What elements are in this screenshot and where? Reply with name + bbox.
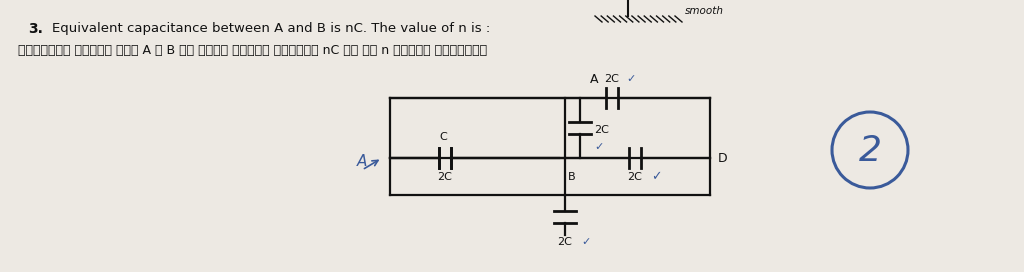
Text: 2C: 2C [628, 172, 642, 182]
Text: C: C [439, 132, 446, 142]
Text: 2C: 2C [594, 125, 609, 135]
Text: 2C: 2C [437, 172, 453, 182]
Text: A: A [590, 73, 598, 86]
Text: D: D [718, 152, 728, 165]
Text: 2: 2 [858, 134, 882, 168]
Text: प्रदशित परिपथ में A व B के मध्य तुल्य धारिता nC हो तो n ज्ञात कीजिये।: प्रदशित परिपथ में A व B के मध्य तुल्य धा… [18, 44, 487, 57]
Text: 2C: 2C [557, 237, 572, 247]
Text: ✓: ✓ [581, 237, 591, 247]
Text: ✓: ✓ [651, 170, 662, 183]
Text: 2C: 2C [604, 74, 620, 84]
Text: Equivalent capacitance between A and B is nC. The value of n is :: Equivalent capacitance between A and B i… [52, 22, 490, 35]
Text: smooth: smooth [685, 6, 724, 16]
Text: 3.: 3. [28, 22, 43, 36]
Text: ✓: ✓ [594, 142, 603, 152]
Text: ✓: ✓ [626, 74, 635, 84]
Text: A: A [356, 154, 368, 169]
Text: B: B [568, 172, 575, 182]
